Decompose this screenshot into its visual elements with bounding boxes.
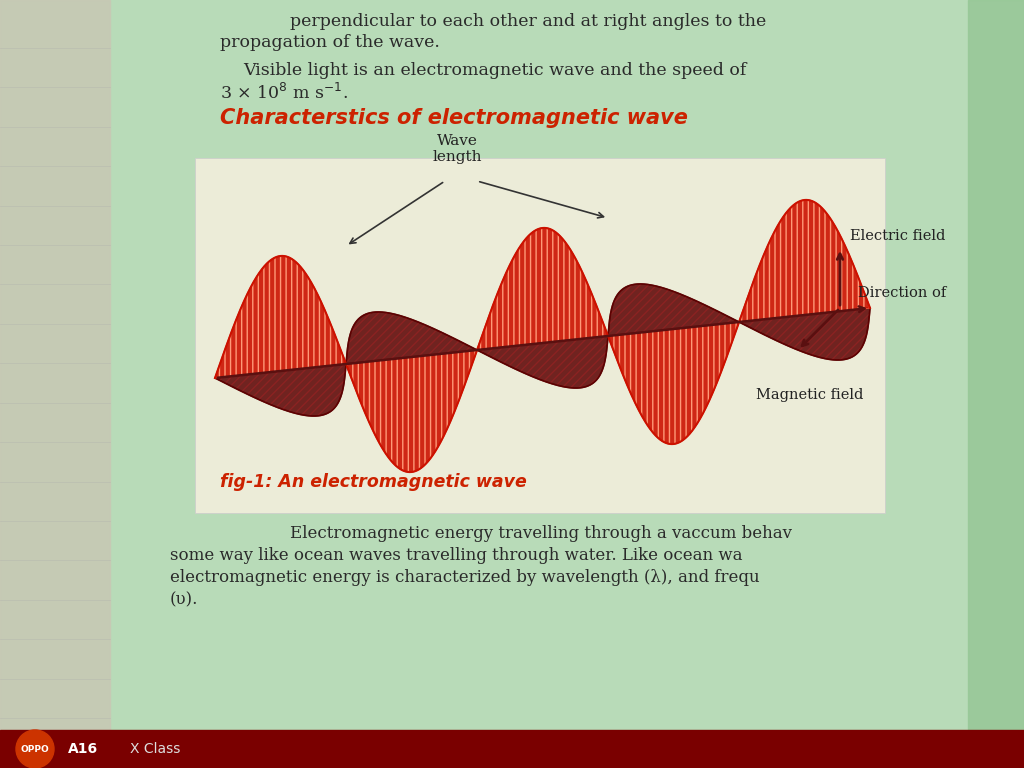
Bar [0, 730, 1024, 768]
Text: Direction of: Direction of [858, 286, 946, 300]
Polygon shape [477, 336, 608, 388]
Polygon shape [739, 200, 870, 322]
Text: perpendicular to each other and at right angles to the: perpendicular to each other and at right… [290, 13, 766, 30]
FancyBboxPatch shape [195, 158, 885, 513]
Polygon shape [215, 364, 346, 416]
Circle shape [16, 730, 54, 768]
Text: propagation of the wave.: propagation of the wave. [220, 34, 440, 51]
Text: Electric field: Electric field [850, 229, 945, 243]
Text: fig-1: An electromagnetic wave: fig-1: An electromagnetic wave [220, 473, 526, 491]
Text: electromagnetic energy is characterized by wavelength (λ), and frequ: electromagnetic energy is characterized … [170, 569, 760, 586]
Text: X Class: X Class [130, 742, 180, 756]
Text: OPPO: OPPO [20, 744, 49, 753]
Text: A16: A16 [68, 742, 98, 756]
Text: Visible light is an electromagnetic wave and the speed of: Visible light is an electromagnetic wave… [243, 62, 746, 79]
Text: Magnetic field: Magnetic field [757, 388, 863, 402]
Polygon shape [739, 308, 870, 360]
Text: 3 × 10$^8$ m s$^{-1}$.: 3 × 10$^8$ m s$^{-1}$. [220, 83, 348, 103]
Bar [968, 0, 1024, 768]
Text: Characterstics of electromagnetic wave: Characterstics of electromagnetic wave [220, 108, 688, 128]
Polygon shape [477, 228, 608, 350]
Text: (υ).: (υ). [170, 591, 199, 608]
Polygon shape [346, 350, 477, 472]
Polygon shape [346, 312, 477, 364]
Bar [0, 0, 110, 768]
Text: Electromagnetic energy travelling through a vaccum behav: Electromagnetic energy travelling throug… [290, 525, 792, 542]
Polygon shape [608, 284, 739, 336]
Polygon shape [608, 322, 739, 444]
Polygon shape [215, 256, 346, 378]
Text: Wave
length: Wave length [432, 134, 481, 164]
Text: some way like ocean waves travelling through water. Like ocean wa: some way like ocean waves travelling thr… [170, 547, 742, 564]
